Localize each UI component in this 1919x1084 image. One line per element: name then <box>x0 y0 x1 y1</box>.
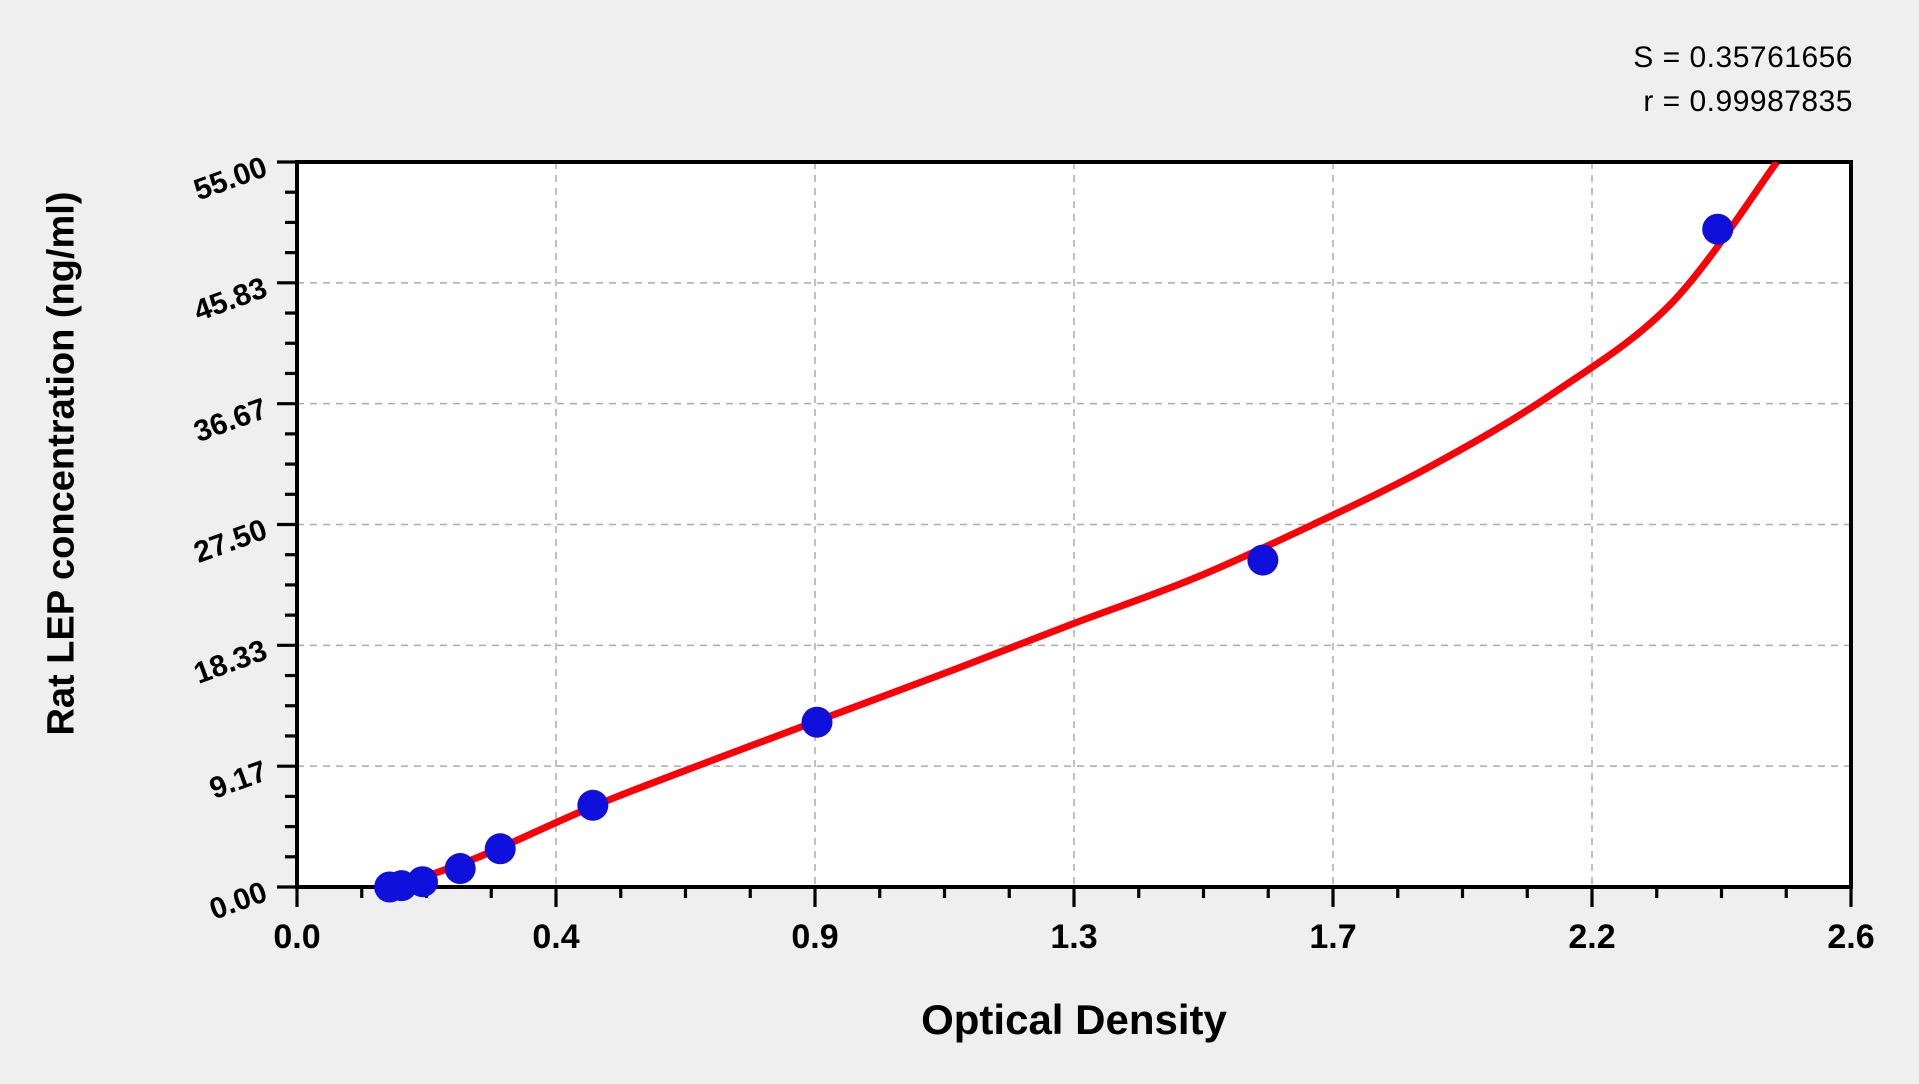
y-tick-label: 27.50 <box>190 513 272 570</box>
x-tick-label: 0.4 <box>532 918 579 956</box>
y-tick-label: 9.17 <box>205 755 271 806</box>
stat-r-value: r = 0.99987835 <box>1643 85 1853 118</box>
x-tick-label: 1.7 <box>1309 918 1356 956</box>
y-tick-label: 0.00 <box>205 876 271 927</box>
y-tick-label: 55.00 <box>190 151 272 208</box>
data-point <box>801 706 833 738</box>
data-point <box>484 833 516 865</box>
data-point <box>407 866 439 898</box>
y-tick-label: 18.33 <box>190 634 272 691</box>
data-point <box>1702 213 1734 245</box>
fit-statistics: S = 0.35761656 r = 0.99987835 <box>1633 36 1853 124</box>
data-point <box>444 853 476 885</box>
y-axis-title: Rat LEP concentration (ng/ml) <box>40 191 83 736</box>
y-tick-label: 36.67 <box>190 392 272 449</box>
x-tick-label: 2.6 <box>1827 918 1874 956</box>
x-tick-label: 1.3 <box>1050 918 1097 956</box>
data-point <box>1247 544 1279 576</box>
x-tick-label: 2.2 <box>1568 918 1615 956</box>
x-tick-label: 0.9 <box>791 918 838 956</box>
data-point <box>577 789 609 821</box>
y-tick-label: 45.83 <box>190 271 272 328</box>
stat-s-value: S = 0.35761656 <box>1633 41 1853 74</box>
x-axis-title: Optical Density <box>921 996 1227 1043</box>
x-tick-label: 0.0 <box>273 918 320 956</box>
